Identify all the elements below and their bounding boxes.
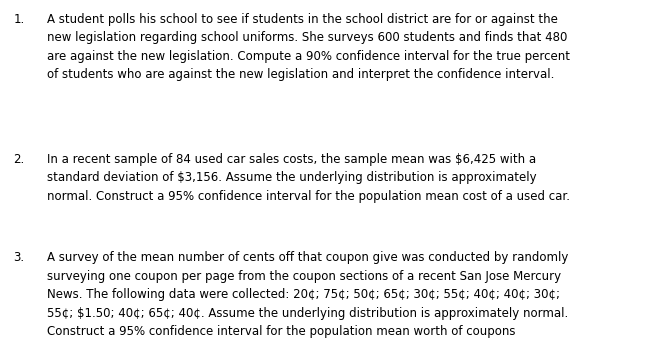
Text: 2.: 2. (14, 153, 25, 165)
Text: In a recent sample of 84 used car sales costs, the sample mean was $6,425 with a: In a recent sample of 84 used car sales … (47, 153, 570, 202)
Text: 3.: 3. (14, 251, 25, 264)
Text: A student polls his school to see if students in the school district are for or : A student polls his school to see if stu… (47, 13, 570, 81)
Text: 1.: 1. (14, 13, 25, 25)
Text: A survey of the mean number of cents off that coupon give was conducted by rando: A survey of the mean number of cents off… (47, 251, 568, 338)
